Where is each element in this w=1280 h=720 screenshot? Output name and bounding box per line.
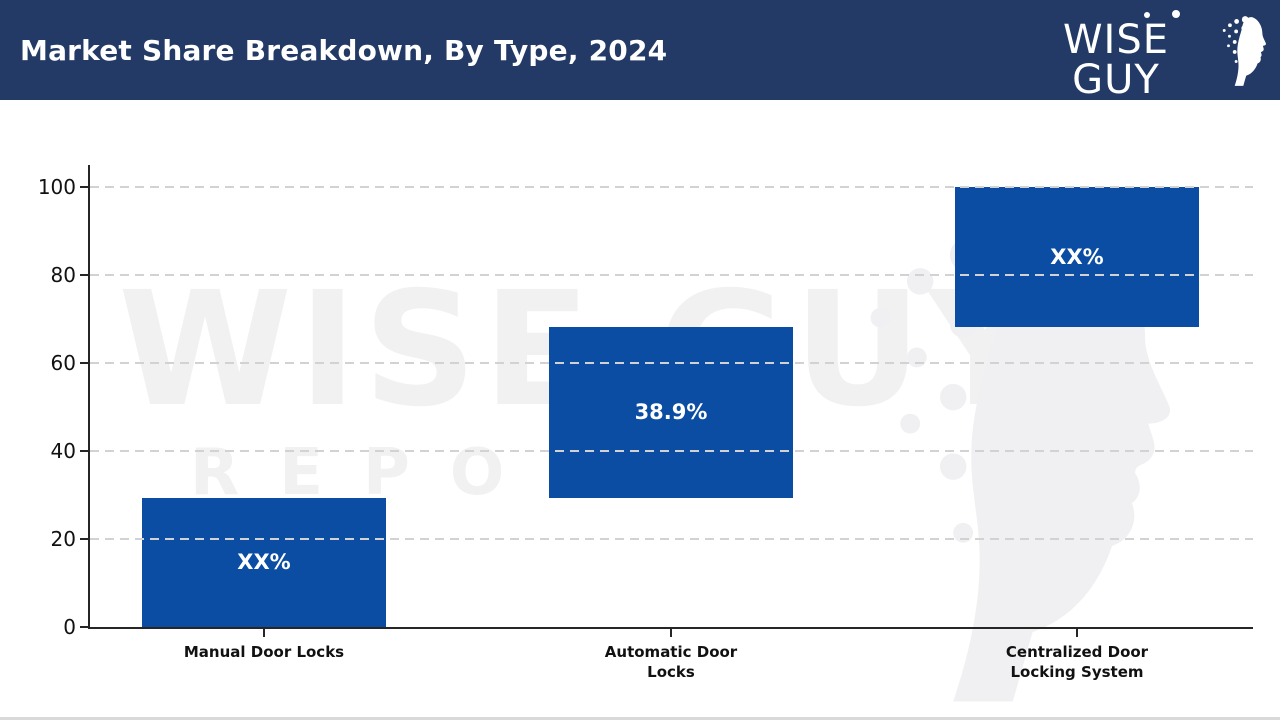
y-tick-label-100: 100 [37,175,76,199]
y-tickmark-40 [80,450,90,452]
bar-value-label-3: XX% [1050,244,1104,269]
bar-1: XX% [142,497,386,627]
wise-guy-logo: WISE GUY REPORTS [1020,4,1270,120]
category-label-1: Manual Door Locks [183,643,345,661]
header-bar: Market Share Breakdown, By Type, 2024 WI… [0,0,1280,120]
y-tickmark-0 [80,626,90,628]
x-tickmark-3 [1076,629,1078,637]
y-tickmark-60 [80,362,90,364]
y-tick-label-0: 0 [63,615,76,639]
gridline-60 [90,362,1253,364]
gridline-20 [90,538,1253,540]
x-tickmark-2 [670,629,672,637]
page-title: Market Share Breakdown, By Type, 2024 [20,33,668,67]
y-tickmark-20 [80,538,90,540]
logo-dot-icon [1172,10,1180,18]
bar-value-label-1: XX% [237,550,291,575]
chart-canvas: WISE GUY REPORTS 0 20 40 60 80 100 XX% Manual D… [0,100,1280,717]
logo-dot-icon [1144,12,1150,18]
category-label-3: Centralized Door Locking System [1005,643,1149,681]
y-tickmark-100 [80,186,90,188]
gridline-100 [90,186,1253,188]
category-label-2: Automatic Door Locks [604,643,738,681]
logo-wordmark: WISE GUY [1062,17,1169,103]
x-axis-spine [88,627,1253,629]
x-tickmark-1 [263,629,265,637]
y-axis-spine [88,165,90,629]
face-profile-icon [1208,10,1270,92]
y-tick-label-20: 20 [50,527,76,551]
bar-2: 38.9% [549,326,793,498]
bar-value-label-2: 38.9% [634,400,708,425]
y-tick-label-60: 60 [50,351,76,375]
y-tick-label-80: 80 [50,263,76,287]
y-tickmark-80 [80,274,90,276]
bar-3: XX% [955,187,1199,327]
gridline-40 [90,450,1253,452]
y-tick-label-40: 40 [50,439,76,463]
gridline-80 [90,274,1253,276]
